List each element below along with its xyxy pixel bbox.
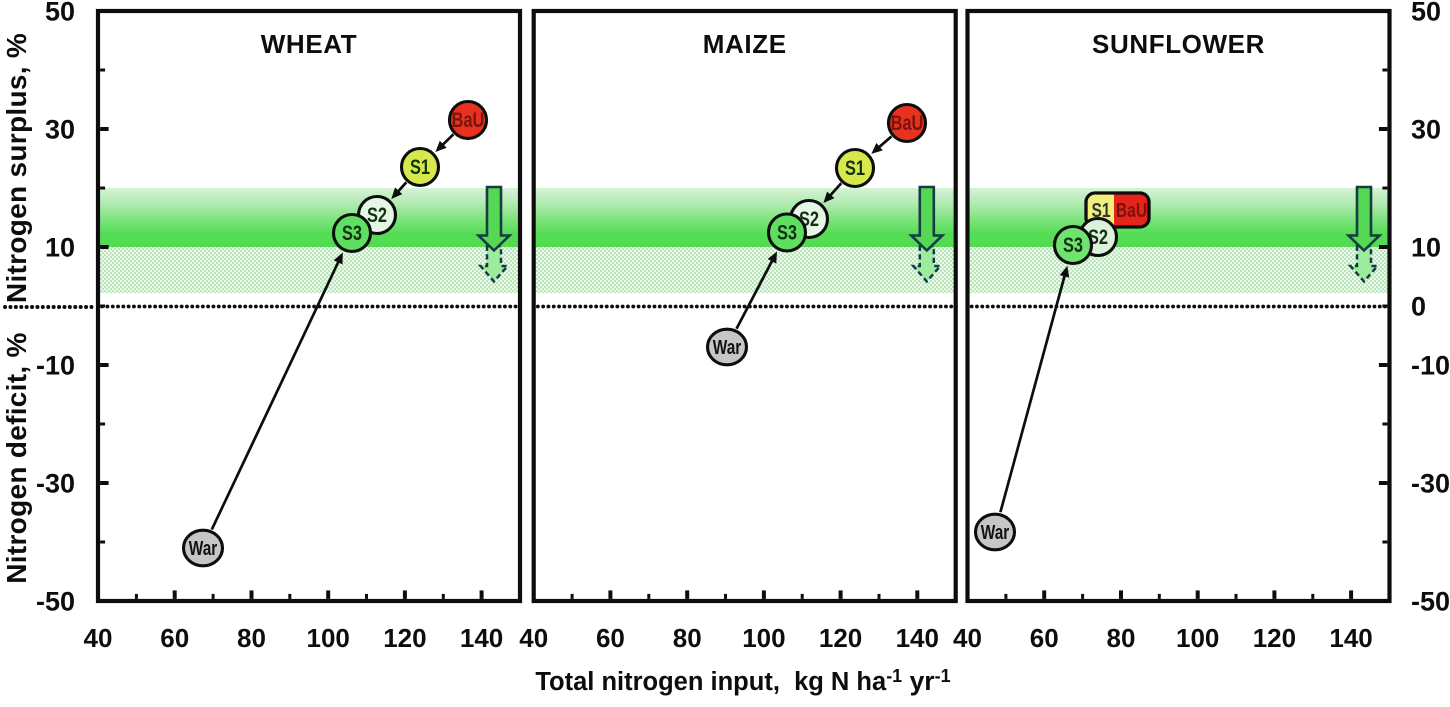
svg-text:-50: -50 — [1411, 587, 1450, 617]
svg-text:100: 100 — [742, 623, 785, 653]
svg-text:S2: S2 — [367, 203, 387, 226]
svg-text:S1: S1 — [845, 156, 865, 179]
svg-text:80: 80 — [673, 623, 702, 653]
svg-text:-30: -30 — [1411, 469, 1450, 499]
svg-text:80: 80 — [1107, 623, 1136, 653]
svg-text:-50: -50 — [36, 587, 75, 617]
svg-text:120: 120 — [819, 623, 862, 653]
svg-text:BaU: BaU — [452, 108, 485, 131]
svg-text:S2: S2 — [1088, 225, 1108, 248]
svg-text:120: 120 — [1253, 623, 1296, 653]
svg-text:80: 80 — [237, 623, 266, 653]
svg-text:War: War — [713, 336, 741, 359]
svg-text:140: 140 — [1329, 623, 1372, 653]
svg-text:-10: -10 — [1411, 351, 1450, 381]
svg-text:50: 50 — [1411, 0, 1441, 27]
svg-text:War: War — [189, 537, 217, 560]
svg-text:30: 30 — [45, 115, 75, 145]
svg-text:S1: S1 — [1091, 199, 1110, 221]
svg-text:140: 140 — [896, 623, 939, 653]
svg-text:30: 30 — [1411, 115, 1441, 145]
svg-text:WHEAT: WHEAT — [261, 29, 357, 59]
svg-text:S1: S1 — [410, 155, 430, 178]
svg-text:10: 10 — [1411, 233, 1441, 263]
svg-text:60: 60 — [160, 623, 189, 653]
svg-text:40: 40 — [953, 623, 982, 653]
svg-text:0: 0 — [1411, 292, 1426, 322]
svg-text:BaU: BaU — [1116, 199, 1147, 221]
svg-text:140: 140 — [460, 623, 503, 653]
svg-text:-10: -10 — [36, 351, 75, 381]
svg-text:100: 100 — [307, 623, 350, 653]
svg-text:S3: S3 — [342, 221, 362, 244]
svg-text:Nitrogen deficit, %: Nitrogen deficit, % — [1, 332, 32, 584]
svg-text:50: 50 — [45, 0, 75, 27]
svg-text:S3: S3 — [777, 221, 797, 244]
svg-text:40: 40 — [519, 623, 548, 653]
svg-text:MAIZE: MAIZE — [703, 29, 787, 59]
svg-text:120: 120 — [383, 623, 426, 653]
svg-text:War: War — [981, 521, 1009, 544]
svg-text:60: 60 — [1030, 623, 1059, 653]
svg-text:100: 100 — [1176, 623, 1219, 653]
svg-text:60: 60 — [596, 623, 625, 653]
svg-text:Nitrogen surplus, %: Nitrogen surplus, % — [1, 33, 32, 303]
svg-text:10: 10 — [45, 233, 75, 263]
svg-text:SUNFLOWER: SUNFLOWER — [1092, 29, 1265, 59]
svg-text:BaU: BaU — [891, 111, 924, 134]
svg-text:Total nitrogen input, kg N ha: Total nitrogen input, kg N ha-1 yr-1 — [535, 666, 950, 696]
svg-text:S3: S3 — [1063, 233, 1083, 256]
svg-text:40: 40 — [84, 623, 113, 653]
svg-text:-30: -30 — [36, 469, 75, 499]
